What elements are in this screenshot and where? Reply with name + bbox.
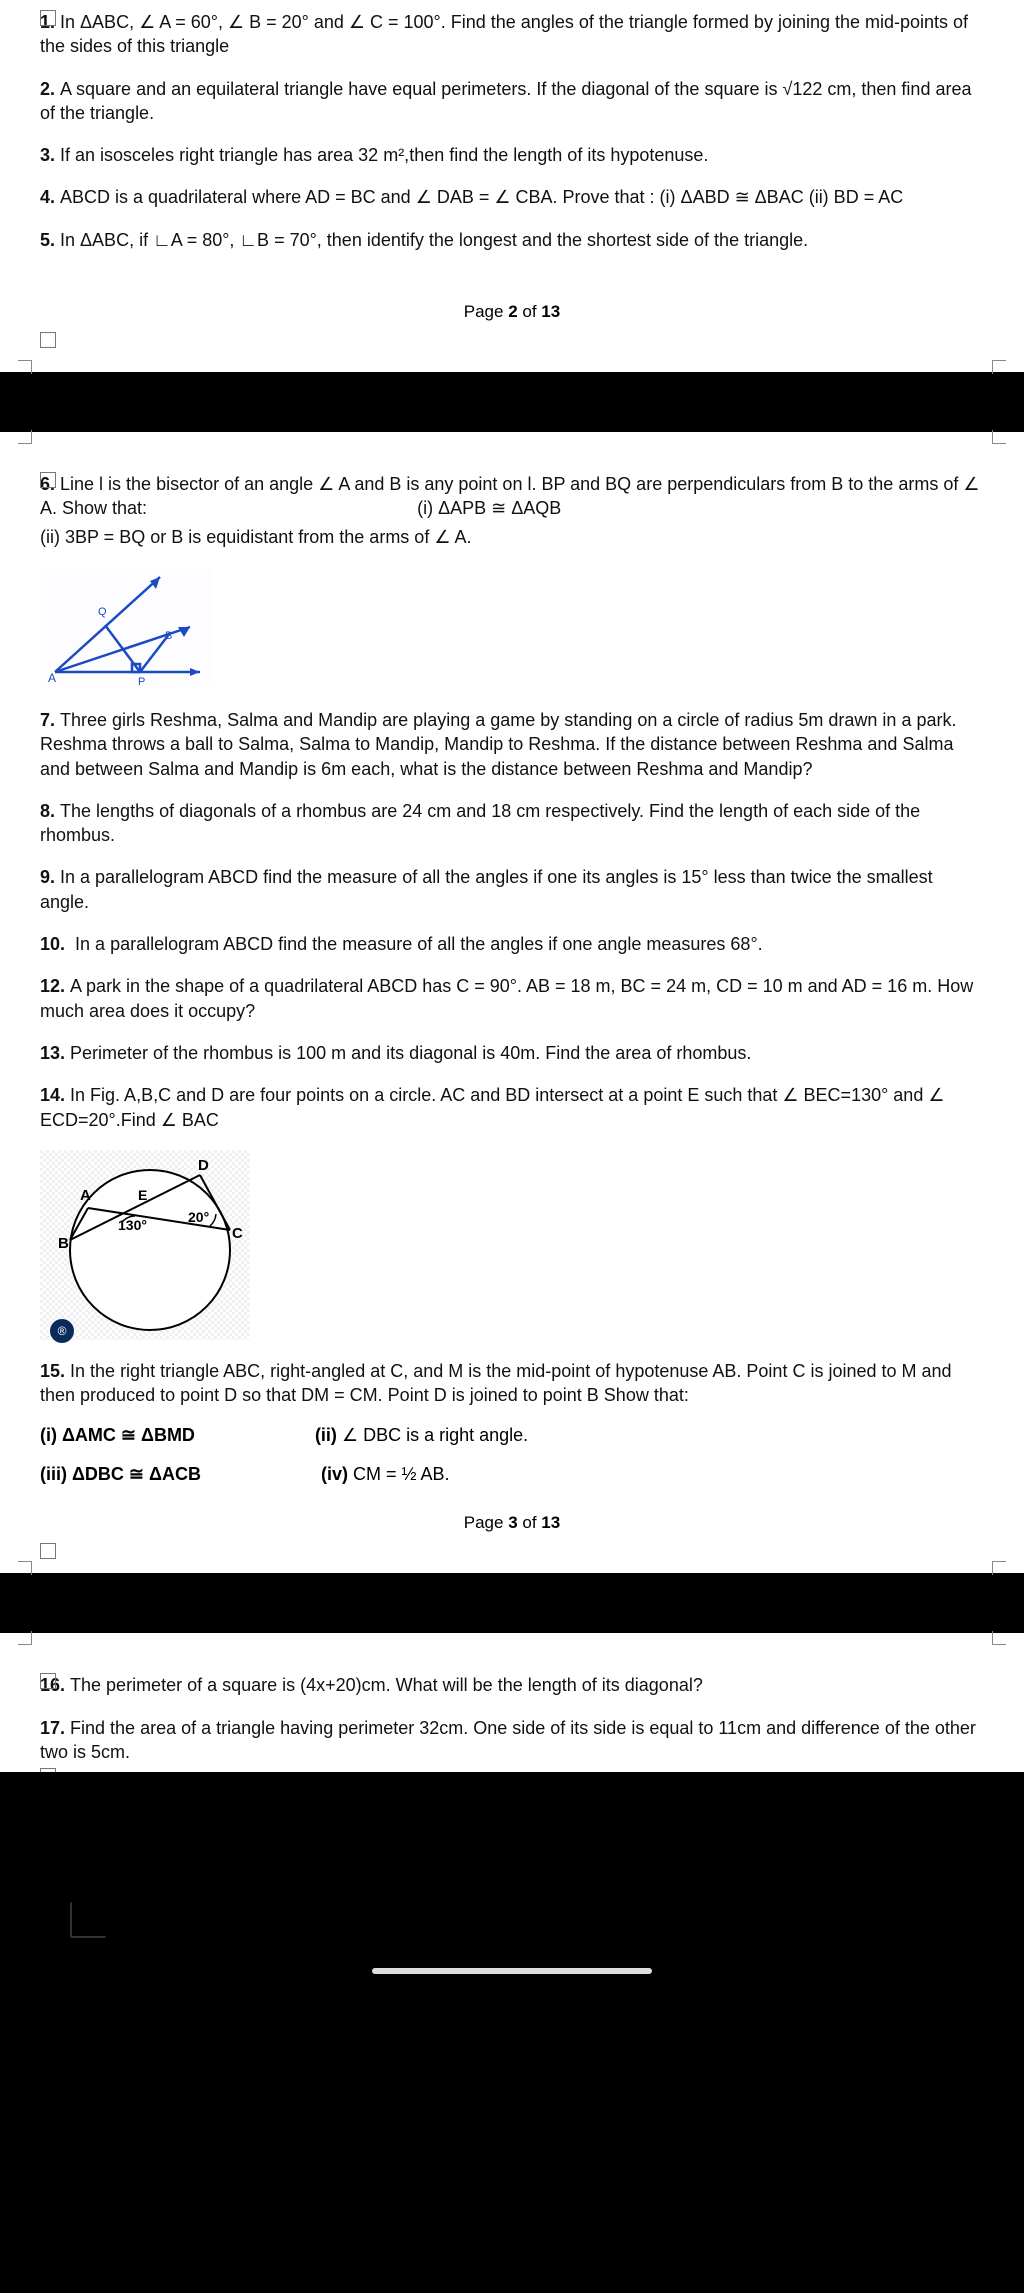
q15-i: (i) ΔAMC ≅ ΔBMD [40, 1425, 195, 1445]
question-3: 3. If an isosceles right triangle has ar… [40, 143, 984, 167]
question-8: 8. The lengths of diagonals of a rhombus… [40, 799, 984, 848]
svg-text:A: A [80, 1187, 91, 1204]
q15-iii: (iii) ΔDBC ≅ ΔACB [40, 1464, 201, 1484]
question-6-ii: (ii) 3BP = BQ or B is equidistant from t… [40, 525, 984, 549]
badge-icon: ® [50, 1319, 74, 1343]
question-4: 4. ABCD is a quadrilateral where AD = BC… [40, 185, 984, 209]
q14-text: In Fig. A,B,C and D are four points on a… [40, 1085, 944, 1129]
q12-text: A park in the shape of a quadrilateral A… [40, 976, 973, 1020]
svg-text:D: D [198, 1157, 209, 1174]
q17-text: Find the area of a triangle having perim… [40, 1718, 976, 1762]
q9-text: In a parallelogram ABCD find the measure… [40, 867, 933, 911]
q16-text: The perimeter of a square is (4x+20)cm. … [70, 1675, 703, 1695]
question-17: 17. Find the area of a triangle having p… [40, 1716, 984, 1765]
figure-circle-abcd: A B C D E 130° 20° ® [40, 1150, 984, 1349]
svg-text:E: E [138, 1187, 147, 1203]
q5-text: In ΔABC, if ∟A = 80°, ∟B = 70°, then ide… [60, 230, 808, 250]
nav-recent-icon[interactable] [70, 1902, 106, 1938]
crop-mark-tl [18, 430, 32, 444]
q2-text: A square and an equilateral triangle hav… [40, 79, 971, 123]
svg-text:A: A [48, 671, 56, 685]
crop-mark-bl [18, 360, 32, 374]
q4-text: ABCD is a quadrilateral where AD = BC an… [60, 187, 903, 207]
page-3: 6. Line l is the bisector of an angle ∠ … [0, 432, 1024, 1573]
question-5: 5. In ΔABC, if ∟A = 80°, ∟B = 70°, then … [40, 228, 984, 252]
q13-text: Perimeter of the rhombus is 100 m and it… [70, 1043, 751, 1063]
q7-text: Three girls Reshma, Salma and Mandip are… [40, 710, 956, 779]
question-6: 6. Line l is the bisector of an angle ∠ … [40, 472, 984, 521]
svg-text:Q: Q [98, 606, 107, 618]
crop-mark-tr-3 [992, 1631, 1006, 1645]
question-10: 10. In a parallelogram ABCD find the mea… [40, 932, 984, 956]
svg-text:B: B [165, 630, 172, 642]
q3-text: If an isosceles right triangle has area … [60, 145, 708, 165]
crop-mark-bl-2 [18, 1561, 32, 1575]
svg-text:20°: 20° [188, 1209, 209, 1225]
page-number: Page 2 of 13 [40, 302, 984, 322]
question-1: 1. In ΔABC, ∠ A = 60°, ∠ B = 20° and ∠ C… [40, 10, 984, 59]
question-16: 16. The perimeter of a square is (4x+20)… [40, 1673, 984, 1697]
q15-row1: (i) ΔAMC ≅ ΔBMD (ii) ∠ DBC is a right an… [40, 1425, 984, 1446]
page-4-top: 16. The perimeter of a square is (4x+20)… [0, 1633, 1024, 1772]
q15-ii: ∠ DBC is a right angle. [342, 1425, 528, 1445]
device-nav-bar [0, 1772, 1024, 1982]
nav-back-icon[interactable] [918, 1902, 954, 1942]
question-9: 9. In a parallelogram ABCD find the meas… [40, 865, 984, 914]
question-12: 12. A park in the shape of a quadrilater… [40, 974, 984, 1023]
q6-part-i: (i) ΔAPB ≅ ΔAQB [417, 498, 561, 518]
crop-mark-br [992, 360, 1006, 374]
page-2: 1. In ΔABC, ∠ A = 60°, ∠ B = 20° and ∠ C… [0, 0, 1024, 372]
q15-text: In the right triangle ABC, right-angled … [40, 1361, 952, 1405]
home-indicator[interactable] [372, 1968, 652, 1974]
q1-text: In ΔABC, ∠ A = 60°, ∠ B = 20° and ∠ C = … [40, 12, 968, 56]
page-number-3: Page 3 of 13 [40, 1513, 984, 1533]
q15-iv: CM = ½ AB. [353, 1464, 450, 1484]
question-7: 7. Three girls Reshma, Salma and Mandip … [40, 708, 984, 781]
svg-text:C: C [232, 1225, 243, 1242]
question-15: 15. In the right triangle ABC, right-ang… [40, 1359, 984, 1408]
q10-text: In a parallelogram ABCD find the measure… [75, 934, 763, 954]
q8-text: The lengths of diagonals of a rhombus ar… [40, 801, 920, 845]
svg-text:B: B [58, 1235, 69, 1252]
question-13: 13. Perimeter of the rhombus is 100 m an… [40, 1041, 984, 1065]
crop-mark-tl-3 [18, 1631, 32, 1645]
question-14: 14. In Fig. A,B,C and D are four points … [40, 1083, 984, 1132]
svg-text:P: P [138, 676, 145, 687]
figure-angle-bisector: A Q B P [40, 567, 984, 692]
q15-row2: (iii) ΔDBC ≅ ΔACB (iv) CM = ½ AB. [40, 1464, 984, 1485]
svg-text:130°: 130° [118, 1217, 147, 1233]
nav-center-icon[interactable] [482, 1902, 542, 1942]
crop-mark-tr [992, 430, 1006, 444]
crop-mark-br-2 [992, 1561, 1006, 1575]
question-2: 2. A square and an equilateral triangle … [40, 77, 984, 126]
